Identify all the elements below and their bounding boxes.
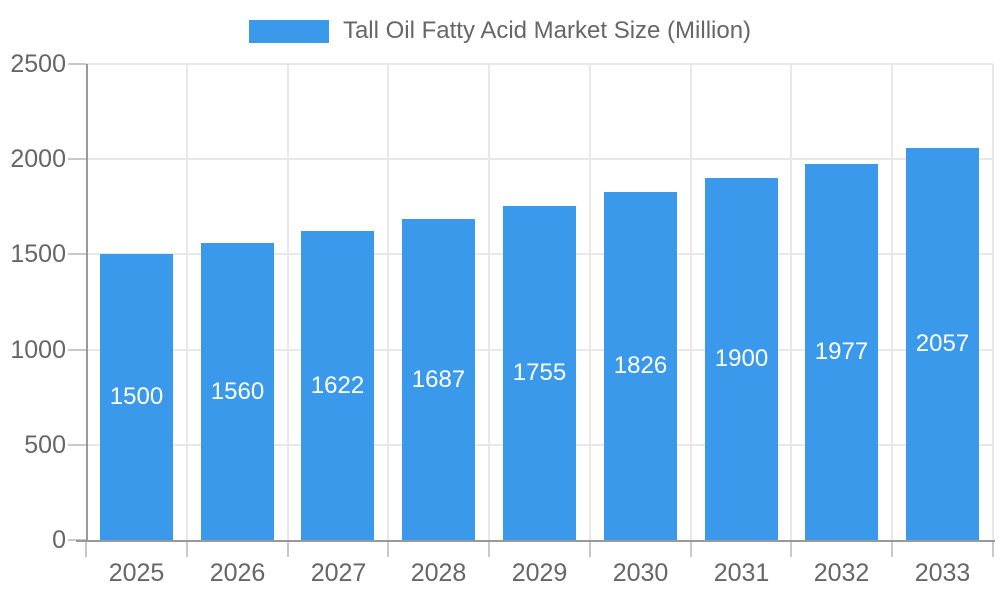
y-gridline bbox=[86, 158, 993, 161]
x-tick-mark bbox=[85, 540, 87, 557]
x-gridline bbox=[589, 64, 591, 540]
x-gridline bbox=[891, 64, 893, 540]
x-gridline bbox=[790, 64, 792, 540]
x-tick-label: 2030 bbox=[612, 559, 669, 587]
x-tick-label: 2029 bbox=[511, 559, 568, 587]
y-tick-label: 2500 bbox=[10, 50, 66, 78]
bar-value-label: 1500 bbox=[109, 383, 164, 410]
legend-label: Tall Oil Fatty Acid Market Size (Million… bbox=[342, 17, 752, 44]
x-gridline bbox=[992, 64, 994, 540]
x-tick-label: 2026 bbox=[209, 559, 266, 587]
x-gridline bbox=[387, 64, 389, 540]
bar-2032[interactable]: 1977 bbox=[805, 164, 878, 540]
x-tick-mark bbox=[488, 540, 490, 557]
x-tick-mark bbox=[186, 540, 188, 557]
y-axis-line bbox=[86, 64, 88, 540]
y-tick-mark bbox=[68, 443, 86, 446]
x-tick-label: 2032 bbox=[813, 559, 870, 587]
bar-2025[interactable]: 1500 bbox=[100, 254, 173, 540]
bar-2027[interactable]: 1622 bbox=[301, 231, 374, 540]
y-gridline bbox=[86, 63, 993, 65]
bar-value-label: 1755 bbox=[512, 359, 567, 386]
x-tick-label: 2033 bbox=[914, 559, 971, 587]
x-tick-label: 2031 bbox=[713, 559, 770, 587]
bar-2030[interactable]: 1826 bbox=[604, 192, 677, 540]
bar-value-label: 1826 bbox=[613, 352, 668, 379]
bar-value-label: 1900 bbox=[714, 345, 769, 372]
x-tick-mark bbox=[992, 540, 994, 557]
bar-value-label: 1687 bbox=[411, 365, 466, 393]
x-axis-line bbox=[76, 540, 995, 542]
y-tick-label: 1500 bbox=[10, 240, 66, 269]
x-tick-mark bbox=[891, 540, 893, 557]
y-tick-mark bbox=[68, 63, 86, 65]
bar-value-label: 1977 bbox=[814, 338, 869, 365]
bar-2029[interactable]: 1755 bbox=[503, 206, 576, 540]
x-gridline bbox=[690, 64, 692, 540]
bar-2033[interactable]: 2057 bbox=[906, 148, 979, 540]
x-tick-mark bbox=[287, 540, 289, 557]
x-gridline bbox=[287, 64, 289, 540]
y-tick-label: 2000 bbox=[10, 145, 66, 174]
bar-value-label: 2057 bbox=[915, 330, 970, 357]
y-tick-label: 1000 bbox=[10, 335, 66, 364]
plot-area: 1500 1560 1622 1687 1755 1826 1900 1977 2057 0 50… bbox=[10, 51, 995, 586]
bar-value-label: 1560 bbox=[210, 377, 265, 405]
bar-value-label: 1622 bbox=[310, 371, 365, 399]
x-tick-label: 2028 bbox=[410, 559, 467, 587]
x-tick-mark bbox=[690, 540, 692, 557]
bar-2026[interactable]: 1560 bbox=[201, 243, 274, 540]
y-tick-mark bbox=[68, 253, 86, 256]
bar-2031[interactable]: 1900 bbox=[705, 178, 778, 540]
y-tick-label: 500 bbox=[24, 430, 66, 459]
bar-2028[interactable]: 1687 bbox=[402, 219, 475, 540]
legend-swatch bbox=[248, 19, 329, 43]
x-tick-mark bbox=[589, 540, 591, 557]
x-gridline bbox=[186, 64, 188, 540]
legend[interactable]: Tall Oil Fatty Acid Market Size (Million… bbox=[0, 17, 1000, 45]
x-tick-mark bbox=[387, 540, 389, 557]
y-tick-mark bbox=[68, 348, 86, 351]
x-tick-label: 2025 bbox=[108, 559, 165, 587]
x-tick-label: 2027 bbox=[310, 559, 367, 587]
y-tick-mark bbox=[68, 158, 86, 161]
x-tick-mark bbox=[790, 540, 792, 557]
x-gridline bbox=[488, 64, 490, 540]
y-tick-label: 0 bbox=[52, 526, 66, 554]
